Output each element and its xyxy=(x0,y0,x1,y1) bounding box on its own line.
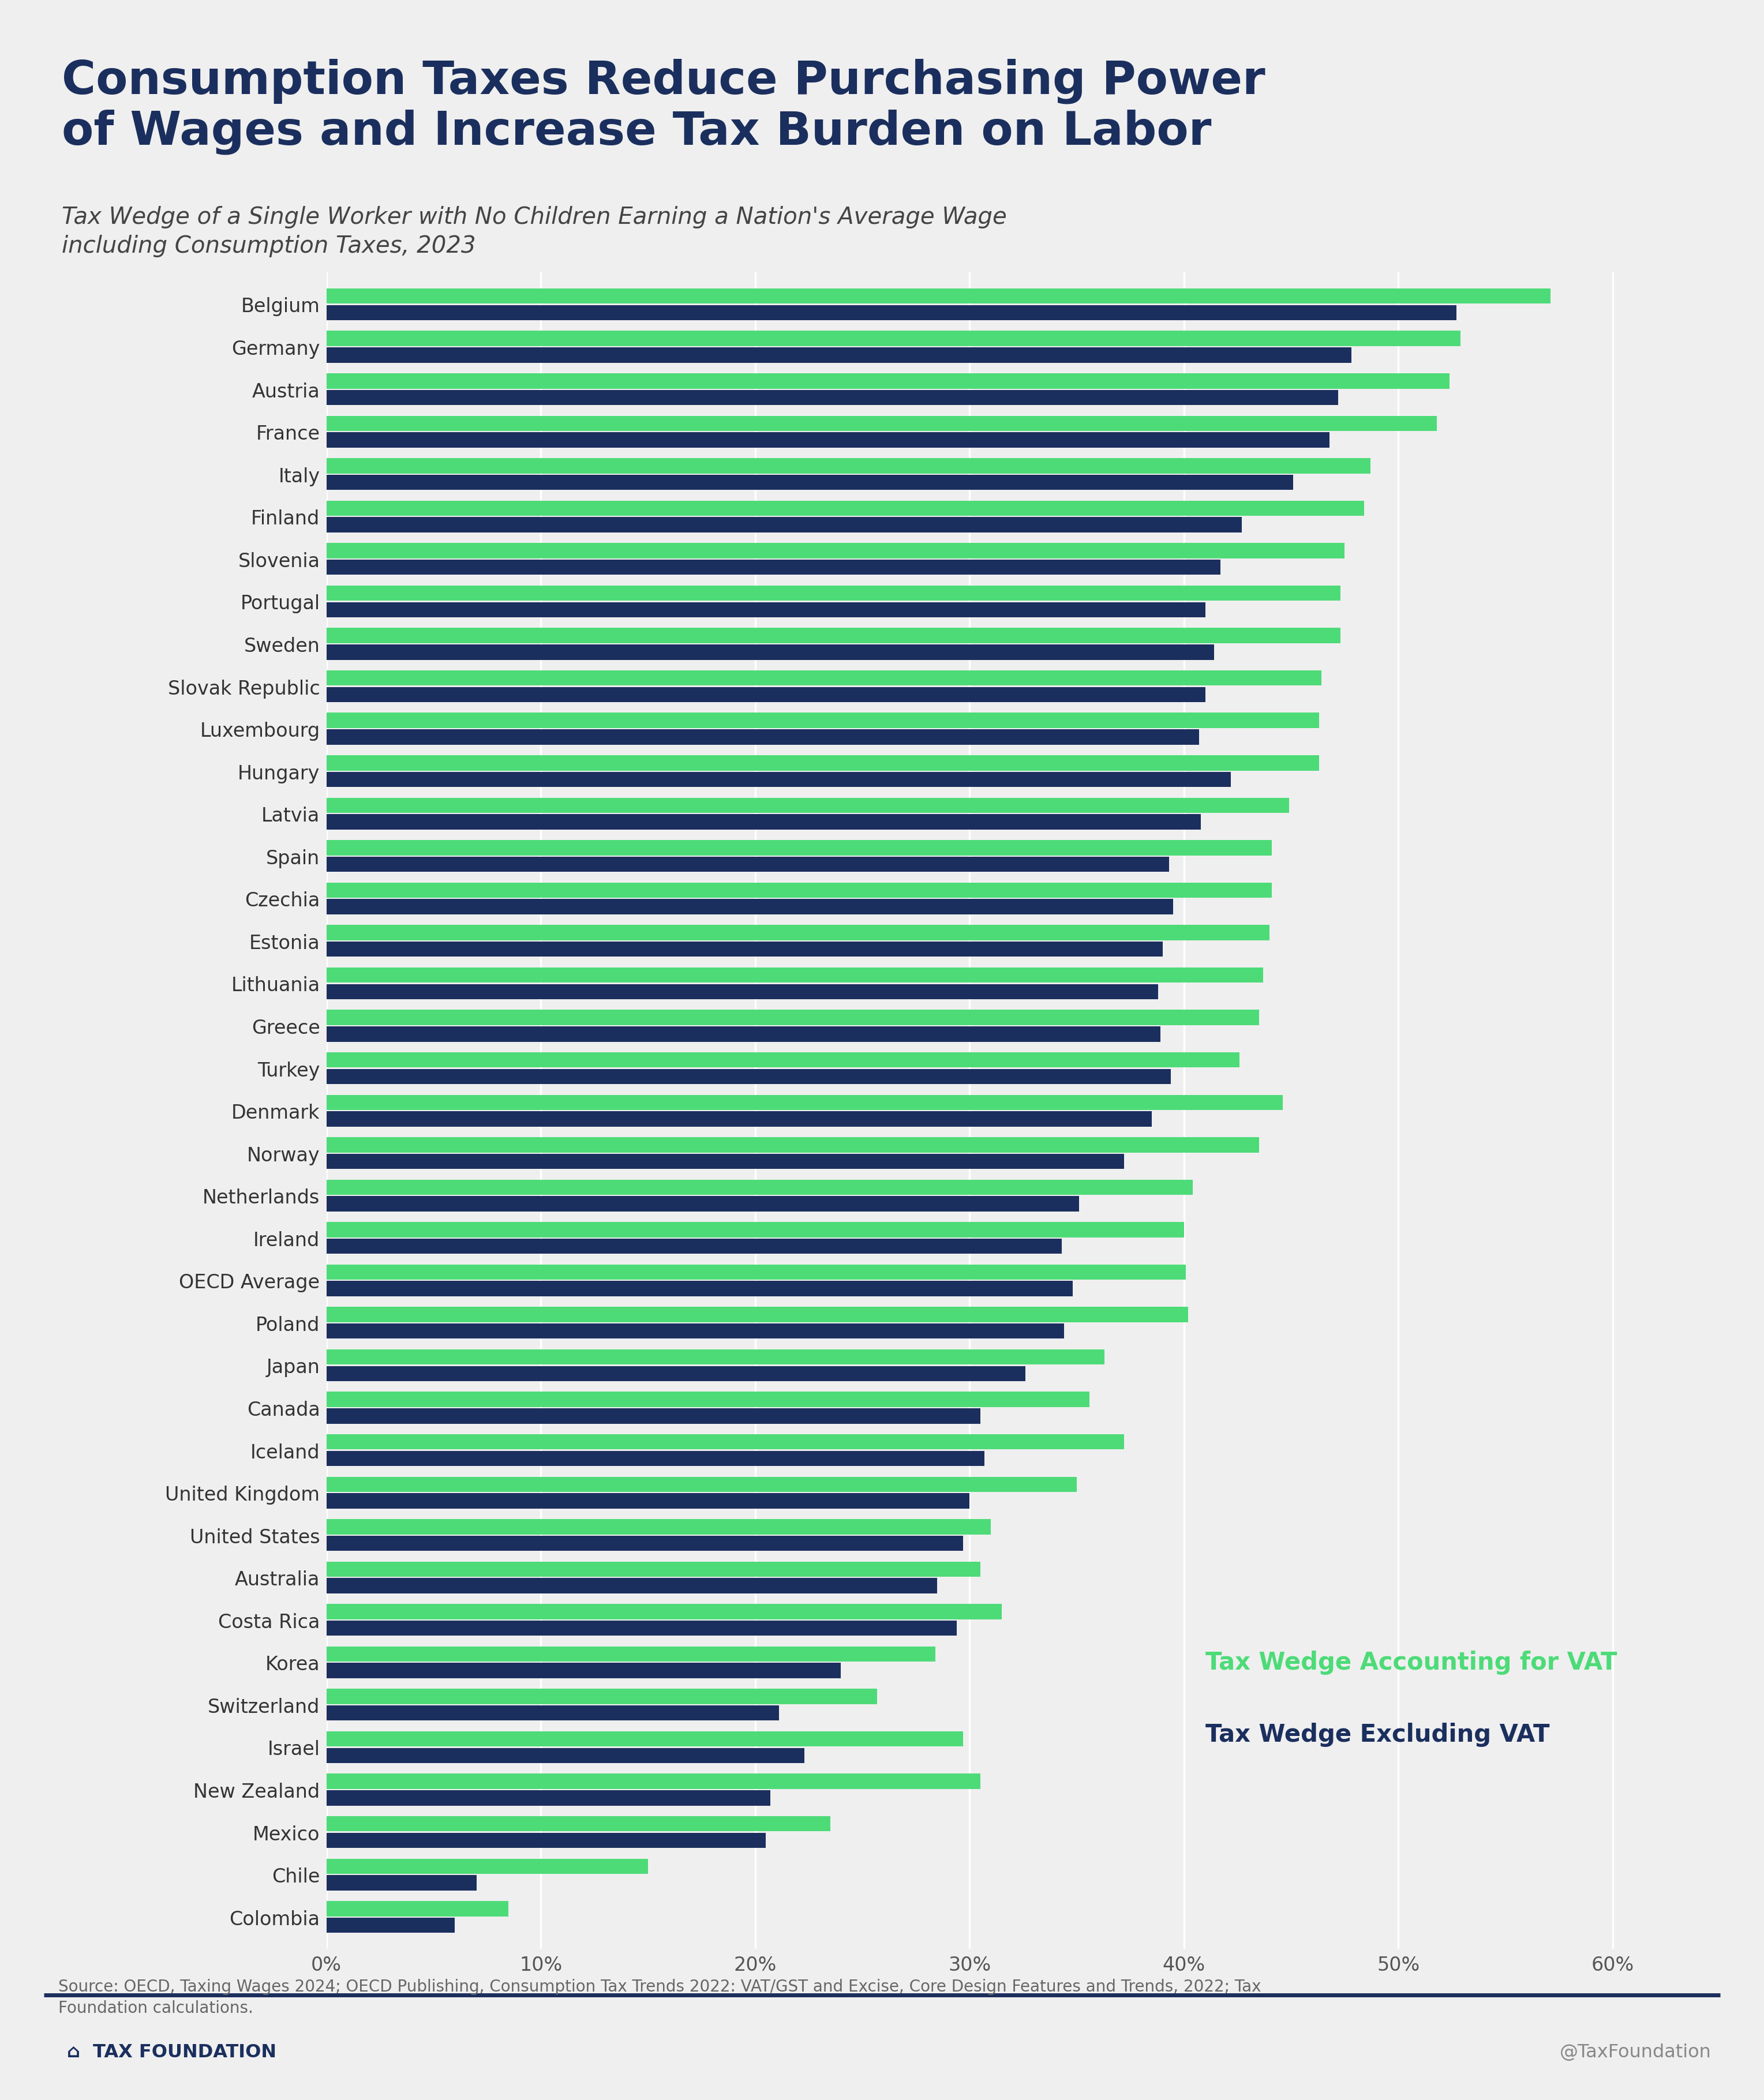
Bar xyxy=(326,1264,1185,1281)
Bar xyxy=(326,1094,1282,1111)
Bar xyxy=(326,1476,1076,1493)
Bar xyxy=(326,756,1319,771)
Bar xyxy=(326,544,1344,559)
Bar xyxy=(326,1069,1171,1084)
Bar xyxy=(326,1222,1184,1237)
Bar xyxy=(326,391,1339,405)
Bar xyxy=(326,416,1438,430)
Bar xyxy=(326,714,1319,729)
Text: @TaxFoundation: @TaxFoundation xyxy=(1559,2043,1711,2060)
Bar xyxy=(326,1791,771,1806)
Bar xyxy=(326,1875,476,1890)
Bar xyxy=(326,628,1341,643)
Bar xyxy=(326,304,1457,321)
Bar xyxy=(326,1730,963,1747)
Bar xyxy=(326,1917,455,1932)
Bar xyxy=(326,1052,1240,1067)
Bar xyxy=(326,561,1221,575)
Bar xyxy=(326,1688,877,1705)
Bar xyxy=(326,433,1330,447)
Bar xyxy=(326,603,1205,617)
Bar xyxy=(326,1747,804,1764)
Bar xyxy=(326,645,1214,659)
Bar xyxy=(326,670,1321,687)
Bar xyxy=(326,1562,981,1577)
Bar xyxy=(326,857,1170,871)
Bar xyxy=(326,1180,1192,1195)
Bar xyxy=(326,1197,1080,1212)
Bar xyxy=(326,1518,991,1535)
Text: Tax Wedge of a Single Worker with No Children Earning a Nation's Average Wage
in: Tax Wedge of a Single Worker with No Chi… xyxy=(62,206,1007,256)
Bar xyxy=(326,1663,841,1678)
Bar xyxy=(326,1493,970,1508)
Bar xyxy=(326,475,1293,491)
Bar xyxy=(326,1900,508,1917)
Bar xyxy=(326,290,1551,304)
Bar xyxy=(326,1858,647,1873)
Bar xyxy=(326,1010,1259,1025)
Bar xyxy=(326,968,1263,983)
Bar xyxy=(326,899,1173,916)
Bar xyxy=(326,687,1205,704)
Bar xyxy=(326,374,1450,388)
Bar xyxy=(326,1579,937,1594)
Text: Tax Wedge Accounting for VAT: Tax Wedge Accounting for VAT xyxy=(1205,1651,1618,1674)
Bar xyxy=(326,1535,963,1552)
Bar xyxy=(326,586,1341,601)
Bar xyxy=(326,1239,1062,1254)
Bar xyxy=(326,926,1270,941)
Bar xyxy=(326,815,1201,829)
Bar xyxy=(326,1306,1189,1323)
Bar xyxy=(326,1833,766,1848)
Bar xyxy=(326,985,1159,1000)
Bar xyxy=(326,1367,1025,1382)
Bar xyxy=(326,332,1461,346)
Bar xyxy=(326,1155,1124,1170)
Text: Consumption Taxes Reduce Purchasing Power
of Wages and Increase Tax Burden on La: Consumption Taxes Reduce Purchasing Powe… xyxy=(62,59,1265,155)
Bar xyxy=(326,1705,778,1720)
Bar xyxy=(326,458,1371,475)
Bar xyxy=(326,1451,984,1466)
Bar xyxy=(326,840,1272,855)
Bar xyxy=(326,349,1351,363)
Bar xyxy=(326,1434,1124,1449)
Text: ⌂  TAX FOUNDATION: ⌂ TAX FOUNDATION xyxy=(67,2043,277,2060)
Bar xyxy=(326,517,1242,533)
Bar xyxy=(326,941,1162,958)
Bar xyxy=(326,1604,1002,1619)
Bar xyxy=(326,1646,935,1661)
Bar xyxy=(326,1774,981,1789)
Bar xyxy=(326,1409,981,1424)
Bar xyxy=(326,798,1289,813)
Bar xyxy=(326,1111,1152,1128)
Bar xyxy=(326,1621,956,1636)
Bar xyxy=(326,773,1231,787)
Text: Source: OECD, Taxing Wages 2024; OECD Publishing, Consumption Tax Trends 2022: V: Source: OECD, Taxing Wages 2024; OECD Pu… xyxy=(58,1978,1261,2016)
Bar xyxy=(326,1323,1064,1340)
Bar xyxy=(326,1816,831,1831)
Bar xyxy=(326,1281,1073,1296)
Bar xyxy=(326,502,1364,517)
Bar xyxy=(326,1138,1259,1153)
Bar xyxy=(326,729,1200,746)
Bar xyxy=(326,1027,1161,1042)
Bar xyxy=(326,882,1272,899)
Text: Tax Wedge Excluding VAT: Tax Wedge Excluding VAT xyxy=(1205,1722,1549,1747)
Bar xyxy=(326,1392,1090,1407)
Bar xyxy=(326,1350,1104,1365)
